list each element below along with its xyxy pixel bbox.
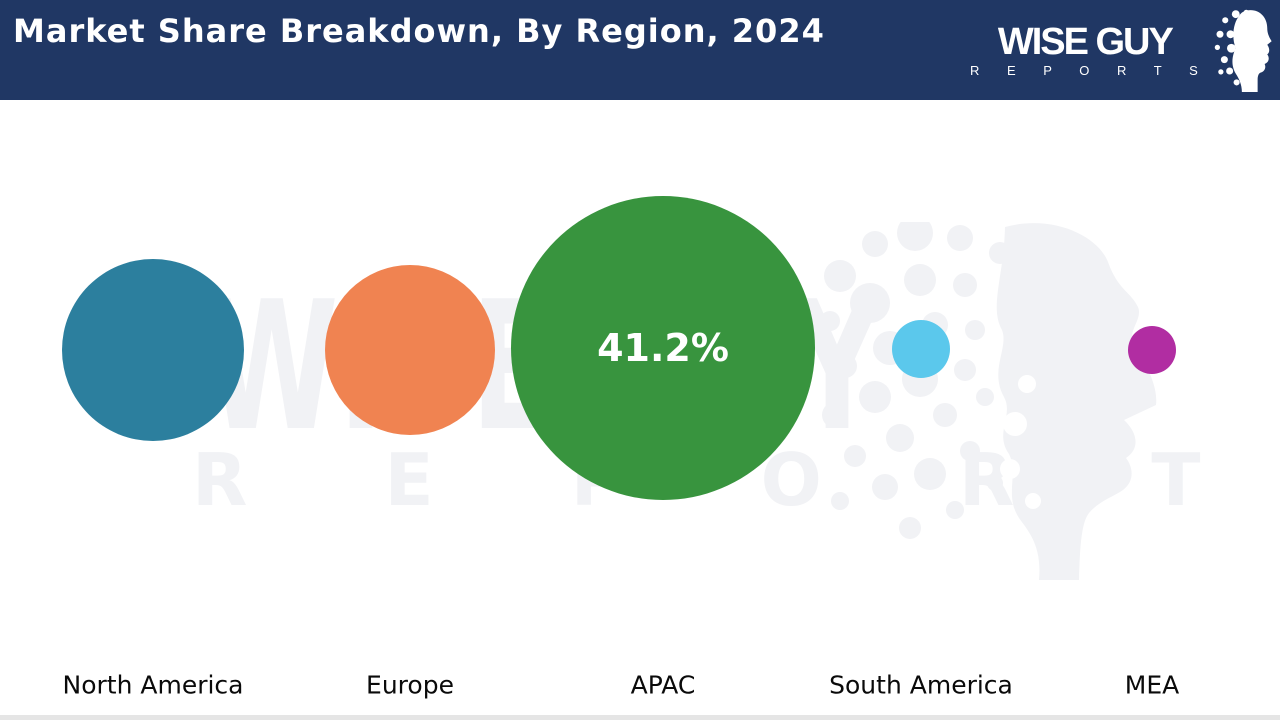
- bottom-strip: [0, 715, 1280, 720]
- bubble-apac: 41.2%: [511, 196, 815, 500]
- category-label-north-america: North America: [62, 670, 244, 700]
- category-label-europe: Europe: [366, 670, 454, 700]
- category-label-mea: MEA: [1124, 670, 1180, 700]
- bubble-north-america: [62, 259, 244, 441]
- bubble-europe: [325, 265, 495, 435]
- wise-guy-reports-logo: WISE GUY R E P O R T S: [960, 6, 1274, 94]
- bubble-value-label: 41.2%: [597, 326, 729, 370]
- logo-wordmark: WISE GUY: [997, 21, 1174, 63]
- header-bar: Market Share Breakdown, By Region, 2024 …: [0, 0, 1280, 100]
- category-label-south-america: South America: [829, 670, 1013, 700]
- page-title: Market Share Breakdown, By Region, 2024: [13, 12, 825, 50]
- category-label-apac: APAC: [630, 670, 696, 700]
- logo-text: WISE GUY R E P O R T S: [960, 23, 1210, 77]
- logo-head-icon: [1214, 9, 1272, 92]
- logo-subtext: R E P O R T S: [969, 63, 1210, 78]
